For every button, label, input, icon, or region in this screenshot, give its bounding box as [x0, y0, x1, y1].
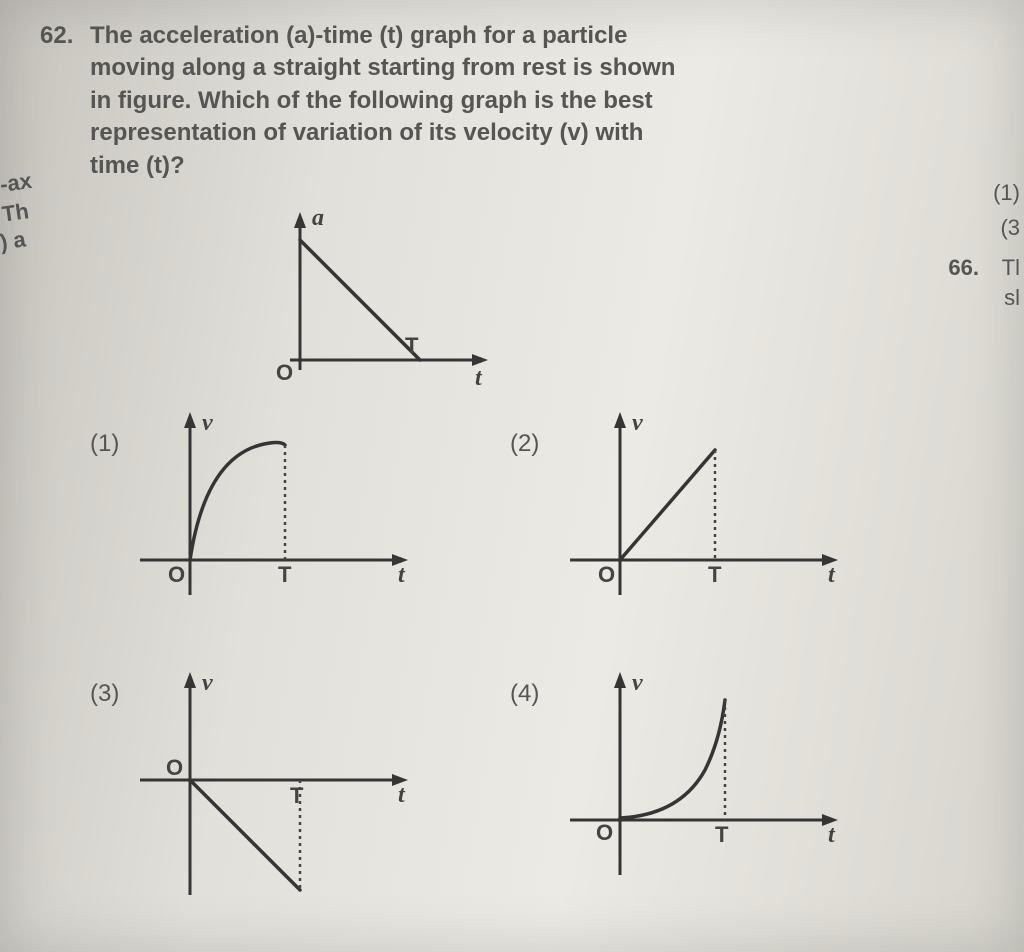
q-line2: moving along a straight starting from re… [90, 54, 675, 81]
opt3-graph: v t O T [130, 660, 430, 920]
opt3-O: O [166, 755, 183, 780]
edge-66t2: sl [1004, 285, 1020, 311]
opt1-svg: v t O T [130, 400, 430, 620]
opt4-num: (4) [510, 680, 539, 708]
opt4-O: O [596, 820, 613, 845]
opt3-svg: v t O T [130, 660, 430, 920]
opt2-svg: v t O T [560, 400, 860, 620]
opt2-O: O [598, 562, 615, 587]
opt2-num: (2) [510, 430, 539, 458]
opt1-T: T [278, 562, 292, 587]
q-line5: time (t)? [90, 152, 185, 179]
margin-ax: -ax [0, 168, 33, 198]
edge-1: (1) [993, 180, 1020, 206]
opt2-T: T [708, 562, 722, 587]
edge-66t1: Tl [1002, 255, 1020, 281]
edge-3: (3 [1000, 215, 1020, 241]
margin-th: Th [0, 198, 30, 227]
main-y-label: a [312, 205, 324, 231]
q-line3: in figure. Which of the following graph … [90, 87, 653, 114]
opt3-x: t [398, 782, 406, 808]
opt4-graph: v t O T [560, 660, 860, 900]
opt4-x: t [828, 822, 836, 848]
opt1-graph: v t O T [130, 400, 430, 620]
opt1-num: (1) [90, 430, 119, 458]
opt4-svg: v t O T [560, 660, 860, 900]
opt3-y: v [202, 670, 213, 696]
main-O-label: O [276, 360, 293, 385]
main-graph: a t T O [250, 200, 510, 400]
opt3-T: T [290, 783, 304, 808]
q-line4: representation of variation of its veloc… [90, 119, 643, 146]
opt2-x: t [828, 562, 836, 588]
opt4-y: v [632, 670, 643, 696]
edge-66: 66. [948, 255, 979, 281]
opt1-x: t [398, 562, 406, 588]
page-scan: -ax Th ) a (1) (3 66. Tl sl 62. The acce… [0, 0, 1024, 952]
question-number: 62. [40, 20, 73, 52]
main-T-label: T [405, 333, 419, 358]
opt2-y: v [632, 410, 643, 436]
margin-a: ) a [0, 226, 27, 255]
question-text: 62. The acceleration (a)-time (t) graph … [90, 20, 850, 182]
q-line1: The acceleration (a)-time (t) graph for … [90, 22, 627, 49]
opt2-graph: v t O T [560, 400, 860, 620]
opt1-O: O [168, 562, 185, 587]
main-x-label: t [475, 365, 483, 391]
main-graph-svg: a t T O [250, 200, 510, 400]
opt4-T: T [715, 822, 729, 847]
opt3-num: (3) [90, 680, 119, 708]
opt1-y: v [202, 410, 213, 436]
